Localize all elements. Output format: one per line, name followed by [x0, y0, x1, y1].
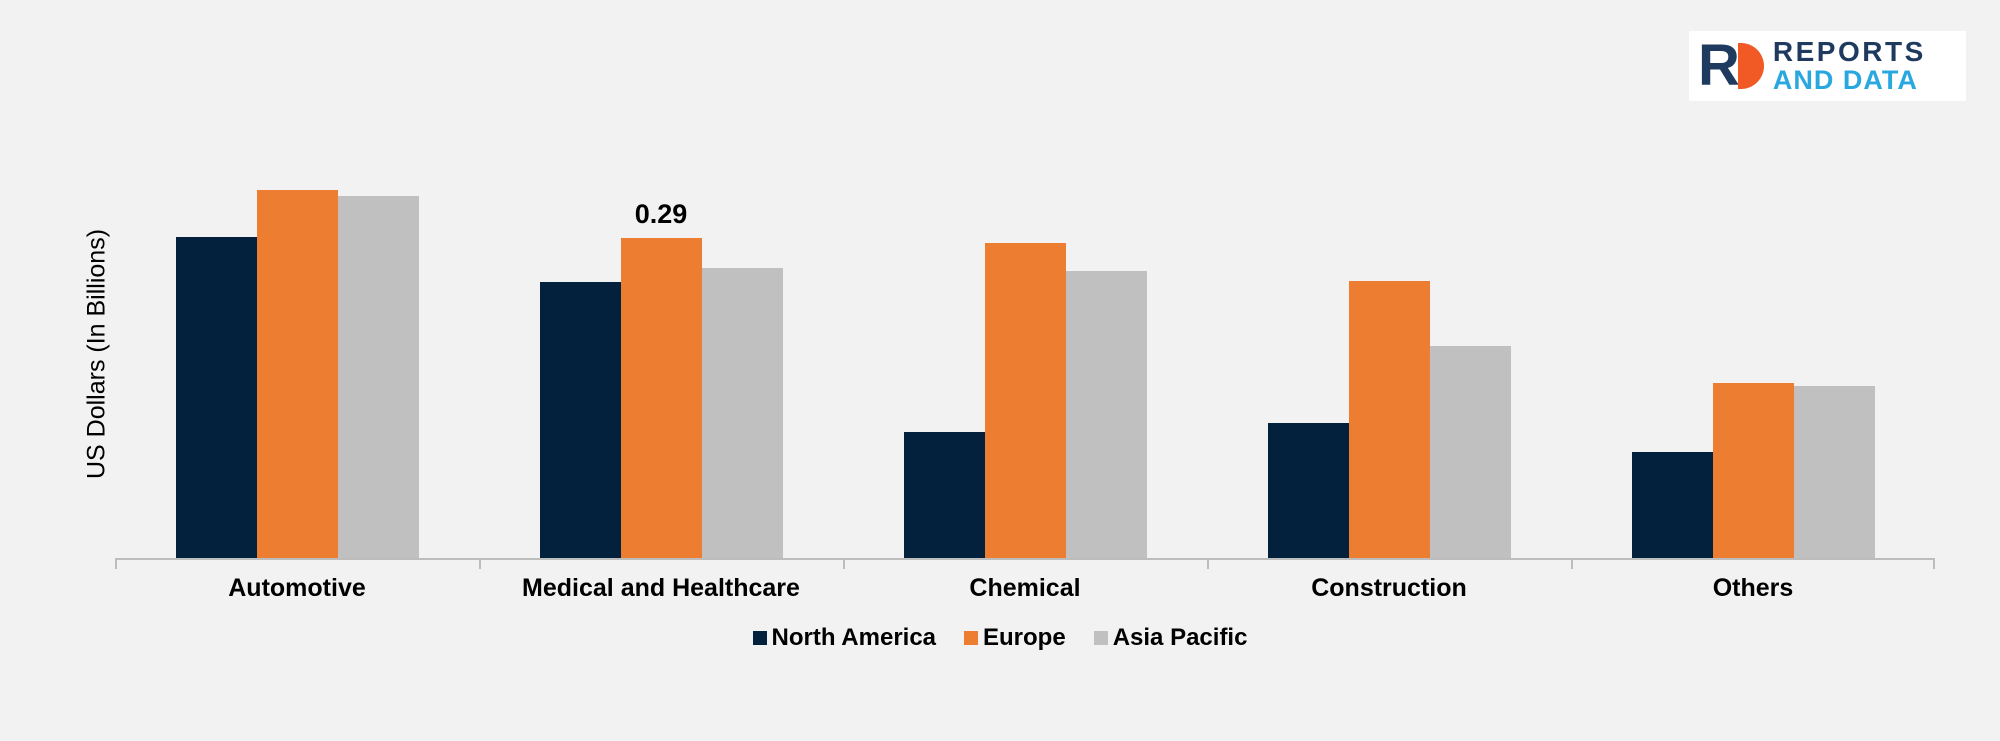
- y-axis-title: US Dollars (In Billions): [82, 228, 111, 480]
- bar-value-label-europe-medical-and-healthcare: 0.29: [634, 199, 688, 230]
- x-axis-tick: [1207, 558, 1209, 569]
- bar-europe-construction: [1348, 281, 1430, 558]
- bar-group-automotive: [115, 150, 479, 558]
- legend-item-europe: Europe: [964, 624, 1066, 652]
- legend-item-asia-pacific: Asia Pacific: [1093, 624, 1248, 652]
- bar-north-america-chemical: [903, 432, 985, 558]
- brand-wordmark: REPORTS AND DATA: [1772, 35, 1926, 95]
- bar-europe-others: [1712, 383, 1794, 558]
- logo-r-letter: R: [1698, 33, 1740, 98]
- bar-asia-pacific-medical-and-healthcare: [701, 268, 783, 558]
- category-label-medical-and-healthcare: Medical and Healthcare: [522, 574, 800, 602]
- legend-item-north-america: North America: [752, 624, 937, 652]
- bar-asia-pacific-automotive: [337, 196, 419, 558]
- category-label-chemical: Chemical: [969, 574, 1081, 602]
- x-axis-tick: [843, 558, 845, 569]
- bar-europe-automotive: [256, 190, 338, 558]
- bar-group-others: [1571, 150, 1935, 558]
- logo-d-icon: [1737, 43, 1764, 89]
- legend-label-europe: Europe: [983, 624, 1066, 651]
- x-axis-tick: [479, 558, 481, 569]
- bar-north-america-others: [1631, 452, 1713, 558]
- legend-swatch-icon-north-america: [752, 631, 767, 645]
- bar-group-medical-and-healthcare: [479, 150, 843, 558]
- legend-label-asia-pacific: Asia Pacific: [1112, 624, 1248, 651]
- category-label-automotive: Automotive: [228, 574, 366, 602]
- x-axis-tick: [115, 558, 117, 569]
- logo-text-reports: REPORTS: [1772, 35, 1926, 67]
- bar-group-chemical: [843, 150, 1207, 558]
- category-label-others: Others: [1712, 574, 1794, 602]
- legend-swatch-icon-asia-pacific: [1093, 631, 1108, 645]
- plot-area: 0.29: [115, 150, 1935, 569]
- x-axis-tick: [1933, 558, 1935, 569]
- bar-asia-pacific-construction: [1429, 346, 1511, 558]
- bar-asia-pacific-chemical: [1065, 271, 1147, 558]
- legend-label-north-america: North America: [771, 624, 937, 651]
- x-axis-labels: Automotive Medical and Healthcare Chemical…: [115, 574, 1935, 606]
- brand-logo: R REPORTS AND DATA: [1689, 31, 1966, 101]
- bar-europe-chemical: [984, 243, 1066, 558]
- bar-asia-pacific-others: [1793, 386, 1875, 558]
- bar-north-america-medical-and-healthcare: [539, 282, 621, 558]
- legend: North America Europe Asia Pacific: [0, 624, 2000, 652]
- brand-mark-rd: R: [1698, 33, 1764, 98]
- category-label-construction: Construction: [1311, 574, 1467, 602]
- x-axis-tick: [1571, 558, 1573, 569]
- bar-group-construction: [1207, 150, 1571, 558]
- bar-north-america-construction: [1267, 423, 1349, 558]
- legend-swatch-icon-europe: [964, 631, 979, 645]
- logo-text-and-data: AND DATA: [1772, 64, 1918, 95]
- bar-north-america-automotive: [175, 237, 257, 558]
- bar-europe-medical-and-healthcare: [620, 238, 702, 558]
